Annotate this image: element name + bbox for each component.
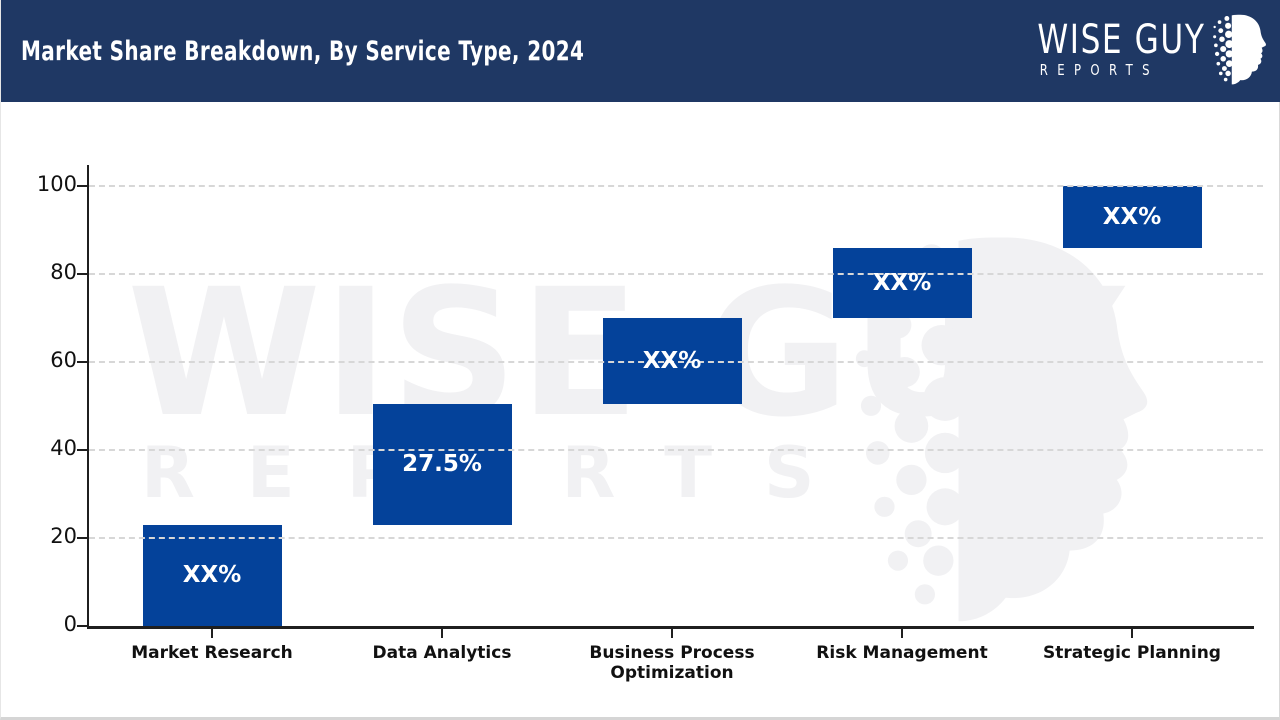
bar-label-strategic-planning: XX% [1102, 203, 1162, 230]
y-tick-mark [77, 625, 87, 627]
bar-strategic-planning [1062, 186, 1202, 248]
y-tick-label: 60 [50, 348, 77, 372]
logo-head-icon [1211, 10, 1269, 88]
brand-logo: WISE GUY REPORTS [990, 10, 1269, 88]
y-axis-spine [87, 165, 89, 629]
y-tick-label: 40 [50, 436, 77, 460]
bar-market-research [142, 524, 282, 626]
logo-wordmark: WISE GUY [1036, 17, 1205, 63]
y-tick-mark [77, 449, 87, 451]
y-tick-mark [77, 537, 87, 539]
logo-subtext: REPORTS [1039, 61, 1159, 79]
bar-label-market-research: XX% [182, 562, 242, 589]
gridline-y20 [89, 537, 1263, 539]
x-tick-mark [901, 629, 903, 638]
gridline-y100 [89, 185, 1263, 187]
y-tick-mark [77, 273, 87, 275]
x-tick-label-market-research: Market Research [131, 643, 293, 663]
chart-title: Market Share Breakdown, By Service Type,… [21, 35, 585, 67]
y-tick-label: 100 [36, 172, 77, 196]
y-tick-label: 20 [50, 524, 77, 548]
header-bar: Market Share Breakdown, By Service Type,… [1, 0, 1280, 102]
x-tick-label-risk-management: Risk Management [816, 643, 988, 663]
x-tick-label-data-analytics: Data Analytics [372, 643, 512, 663]
bar-data-analytics [372, 403, 512, 525]
gridline-y40 [89, 449, 1263, 451]
y-tick-label: 80 [50, 260, 77, 284]
y-tick-label: 0 [63, 612, 77, 636]
brand-logo-text: WISE GUY REPORTS [1037, 19, 1205, 79]
x-tick-mark [441, 629, 443, 638]
x-axis-spine [87, 626, 1254, 629]
bar-label-data-analytics: 27.5% [402, 451, 482, 478]
x-tick-label-business-process-optimization: Business Process Optimization [589, 643, 755, 684]
gridline-y60 [89, 361, 1263, 363]
bar-label-business-process-optimization: XX% [642, 347, 702, 374]
bar-label-risk-management: XX% [872, 269, 932, 296]
y-tick-mark [77, 185, 87, 187]
bar-business-process-optimization [602, 318, 742, 404]
x-tick-mark [211, 629, 213, 638]
x-tick-mark [1131, 629, 1133, 638]
x-tick-label-strategic-planning: Strategic Planning [1043, 643, 1221, 663]
y-tick-mark [77, 361, 87, 363]
gridline-y80 [89, 273, 1263, 275]
x-tick-mark [671, 629, 673, 638]
bar-risk-management [832, 247, 972, 318]
